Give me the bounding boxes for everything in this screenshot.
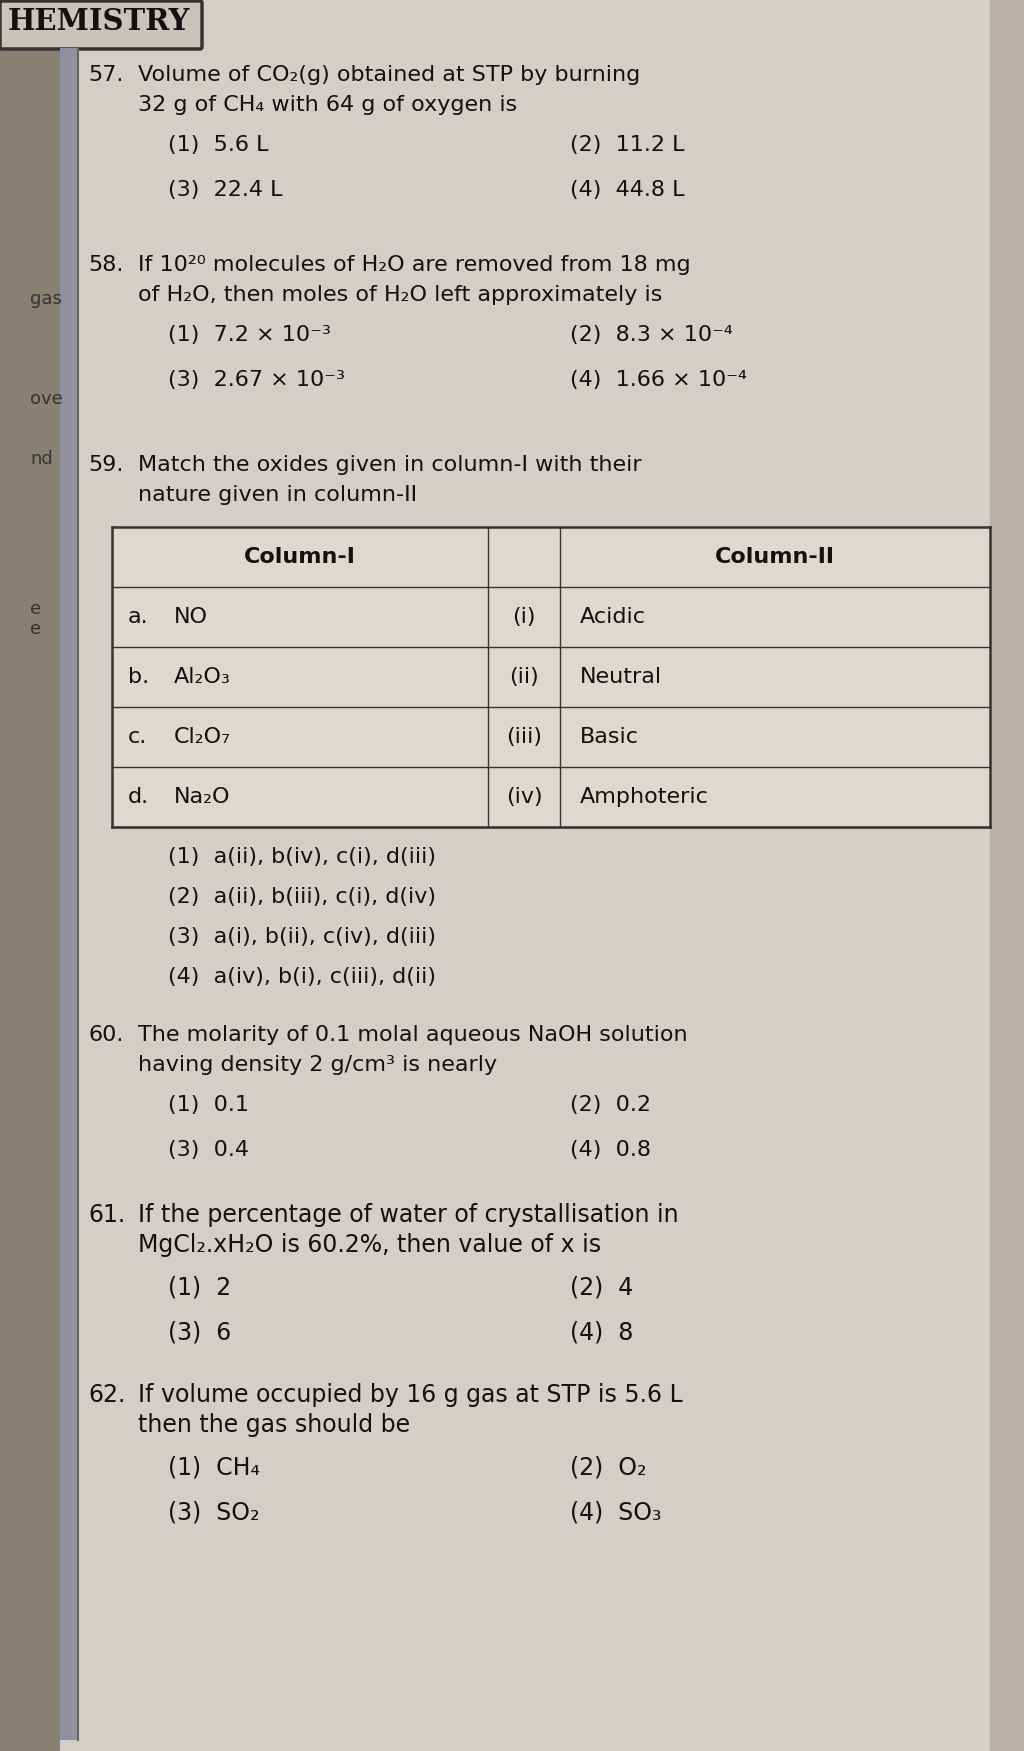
Text: (3)  SO₂: (3) SO₂ [168, 1501, 259, 1523]
Text: (4)  0.8: (4) 0.8 [570, 1140, 651, 1159]
Text: (4)  1.66 × 10⁻⁴: (4) 1.66 × 10⁻⁴ [570, 369, 746, 390]
Text: Amphoteric: Amphoteric [580, 786, 709, 807]
Text: Al₂O₃: Al₂O₃ [174, 667, 230, 686]
Text: having density 2 g/cm³ is nearly: having density 2 g/cm³ is nearly [138, 1056, 497, 1075]
Text: Neutral: Neutral [580, 667, 663, 686]
Text: Column-I: Column-I [244, 546, 356, 567]
Text: e: e [30, 620, 41, 637]
Text: (3)  a(i), b(ii), c(iv), d(iii): (3) a(i), b(ii), c(iv), d(iii) [168, 926, 436, 947]
Text: 57.: 57. [88, 65, 123, 86]
Text: (iv): (iv) [506, 786, 543, 807]
Text: (1)  a(ii), b(iv), c(i), d(iii): (1) a(ii), b(iv), c(i), d(iii) [168, 847, 436, 867]
Text: gas: gas [30, 291, 61, 308]
Text: NO: NO [174, 608, 208, 627]
Text: (1)  CH₄: (1) CH₄ [168, 1455, 260, 1480]
Bar [990, 0, 1024, 1751]
Text: nd: nd [30, 450, 53, 468]
Text: (3)  2.67 × 10⁻³: (3) 2.67 × 10⁻³ [168, 369, 345, 390]
Text: (iii): (iii) [506, 727, 542, 748]
Text: (4)  a(iv), b(i), c(iii), d(ii): (4) a(iv), b(i), c(iii), d(ii) [168, 967, 436, 988]
Text: 61.: 61. [88, 1203, 125, 1227]
Text: (2)  O₂: (2) O₂ [570, 1455, 646, 1480]
Text: of H₂O, then moles of H₂O left approximately is: of H₂O, then moles of H₂O left approxima… [138, 285, 663, 305]
Text: (4)  44.8 L: (4) 44.8 L [570, 180, 684, 200]
Text: 59.: 59. [88, 455, 123, 475]
Text: (2)  a(ii), b(iii), c(i), d(iv): (2) a(ii), b(iii), c(i), d(iv) [168, 888, 436, 907]
Text: d.: d. [128, 786, 150, 807]
Text: If volume occupied by 16 g gas at STP is 5.6 L: If volume occupied by 16 g gas at STP is… [138, 1383, 683, 1408]
Text: then the gas should be: then the gas should be [138, 1413, 411, 1438]
Text: Basic: Basic [580, 727, 639, 748]
Text: Na₂O: Na₂O [174, 786, 230, 807]
Bar [0, 0, 60, 1751]
Text: (1)  0.1: (1) 0.1 [168, 1094, 249, 1115]
Text: If 10²⁰ molecules of H₂O are removed from 18 mg: If 10²⁰ molecules of H₂O are removed fro… [138, 256, 690, 275]
Text: If the percentage of water of crystallisation in: If the percentage of water of crystallis… [138, 1203, 679, 1227]
Text: (1)  7.2 × 10⁻³: (1) 7.2 × 10⁻³ [168, 326, 331, 345]
Text: 60.: 60. [88, 1024, 123, 1045]
Text: nature given in column-II: nature given in column-II [138, 485, 417, 504]
Text: (1)  5.6 L: (1) 5.6 L [168, 135, 268, 156]
Bar [60, 47, 78, 1740]
Text: e: e [30, 601, 41, 618]
Text: (2)  0.2: (2) 0.2 [570, 1094, 651, 1115]
Text: The molarity of 0.1 molal aqueous NaOH solution: The molarity of 0.1 molal aqueous NaOH s… [138, 1024, 688, 1045]
Text: (3)  0.4: (3) 0.4 [168, 1140, 249, 1159]
Text: 62.: 62. [88, 1383, 125, 1408]
Text: ove: ove [30, 390, 62, 408]
Text: Acidic: Acidic [580, 608, 646, 627]
Text: 32 g of CH₄ with 64 g of oxygen is: 32 g of CH₄ with 64 g of oxygen is [138, 95, 517, 116]
Text: (3)  22.4 L: (3) 22.4 L [168, 180, 283, 200]
Text: (4)  SO₃: (4) SO₃ [570, 1501, 662, 1523]
Text: Column-II: Column-II [715, 546, 835, 567]
Text: (i): (i) [512, 608, 536, 627]
Text: (2)  11.2 L: (2) 11.2 L [570, 135, 684, 156]
Text: HEMISTRY: HEMISTRY [8, 7, 190, 37]
Text: Match the oxides given in column-I with their: Match the oxides given in column-I with … [138, 455, 642, 475]
Text: (4)  8: (4) 8 [570, 1320, 634, 1345]
Text: Cl₂O₇: Cl₂O₇ [174, 727, 231, 748]
Bar [112, 527, 990, 826]
Text: Volume of CO₂(g) obtained at STP by burning: Volume of CO₂(g) obtained at STP by burn… [138, 65, 640, 86]
FancyBboxPatch shape [0, 2, 202, 49]
Text: (2)  4: (2) 4 [570, 1275, 633, 1299]
Text: (3)  6: (3) 6 [168, 1320, 231, 1345]
Text: a.: a. [128, 608, 148, 627]
Text: (ii): (ii) [509, 667, 539, 686]
Text: b.: b. [128, 667, 150, 686]
Text: MgCl₂.xH₂O is 60.2%, then value of x is: MgCl₂.xH₂O is 60.2%, then value of x is [138, 1233, 601, 1257]
Text: (1)  2: (1) 2 [168, 1275, 231, 1299]
Text: (2)  8.3 × 10⁻⁴: (2) 8.3 × 10⁻⁴ [570, 326, 733, 345]
Text: 58.: 58. [88, 256, 123, 275]
Text: c.: c. [128, 727, 147, 748]
